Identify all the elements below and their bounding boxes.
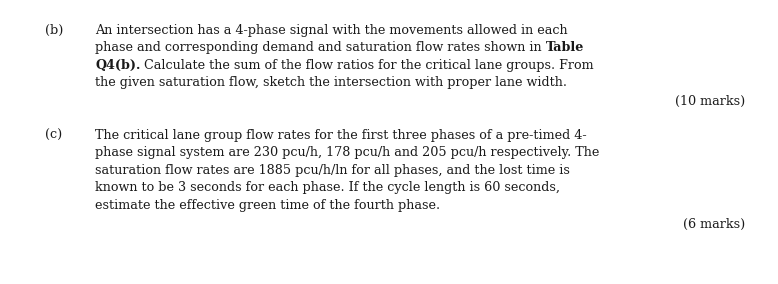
Text: An intersection has a 4-phase signal with the movements allowed in each: An intersection has a 4-phase signal wit…: [95, 24, 568, 37]
Text: estimate the effective green time of the fourth phase.: estimate the effective green time of the…: [95, 199, 440, 212]
Text: the given saturation flow, sketch the intersection with proper lane width.: the given saturation flow, sketch the in…: [95, 76, 567, 89]
Text: phase and corresponding demand and saturation flow rates shown in: phase and corresponding demand and satur…: [95, 41, 545, 55]
Text: phase signal system are 230 pcu/h, 178 pcu/h and 205 pcu/h respectively. The: phase signal system are 230 pcu/h, 178 p…: [95, 147, 599, 160]
Text: (10 marks): (10 marks): [675, 95, 745, 108]
Text: The critical lane group flow rates for the first three phases of a pre-timed 4-: The critical lane group flow rates for t…: [95, 129, 587, 142]
Text: (b): (b): [45, 24, 63, 37]
Text: Table: Table: [545, 41, 584, 55]
Text: Q4(b).: Q4(b).: [95, 59, 140, 72]
Text: known to be 3 seconds for each phase. If the cycle length is 60 seconds,: known to be 3 seconds for each phase. If…: [95, 181, 560, 195]
Text: Calculate the sum of the flow ratios for the critical lane groups. From: Calculate the sum of the flow ratios for…: [140, 59, 594, 72]
Text: (c): (c): [45, 129, 62, 142]
Text: (6 marks): (6 marks): [683, 218, 745, 231]
Text: saturation flow rates are 1885 pcu/h/ln for all phases, and the lost time is: saturation flow rates are 1885 pcu/h/ln …: [95, 164, 569, 177]
